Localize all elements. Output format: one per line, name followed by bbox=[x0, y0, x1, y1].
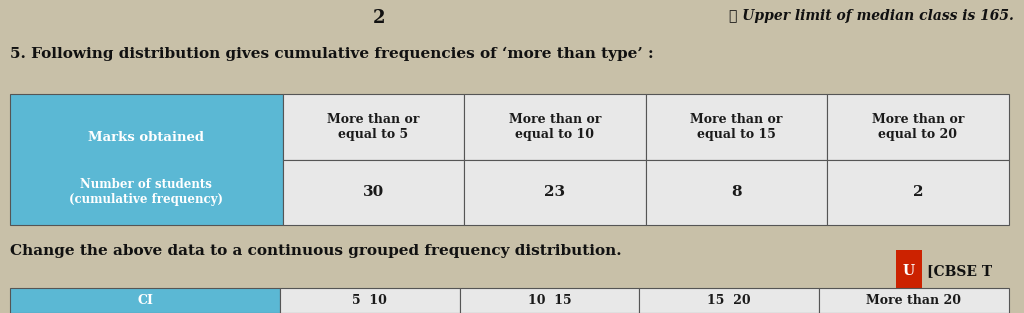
FancyBboxPatch shape bbox=[283, 94, 464, 160]
FancyBboxPatch shape bbox=[896, 250, 922, 291]
Text: Change the above data to a continuous grouped frequency distribution.: Change the above data to a continuous gr… bbox=[10, 244, 622, 258]
FancyBboxPatch shape bbox=[10, 288, 280, 313]
FancyBboxPatch shape bbox=[639, 288, 819, 313]
Text: More than or
equal to 20: More than or equal to 20 bbox=[871, 113, 964, 141]
FancyBboxPatch shape bbox=[464, 160, 645, 225]
Text: 2: 2 bbox=[373, 9, 385, 28]
FancyBboxPatch shape bbox=[464, 94, 645, 160]
Text: 2: 2 bbox=[912, 186, 923, 199]
Text: More than or
equal to 15: More than or equal to 15 bbox=[690, 113, 782, 141]
Text: 30: 30 bbox=[362, 186, 384, 199]
Text: 5  10: 5 10 bbox=[352, 294, 387, 307]
FancyBboxPatch shape bbox=[819, 288, 1009, 313]
Text: 5. Following distribution gives cumulative frequencies of ‘more than type’ :: 5. Following distribution gives cumulati… bbox=[10, 47, 654, 61]
Text: More than or
equal to 10: More than or equal to 10 bbox=[509, 113, 601, 141]
Text: U: U bbox=[903, 264, 914, 278]
Text: More than or
equal to 5: More than or equal to 5 bbox=[327, 113, 420, 141]
Text: CI: CI bbox=[137, 294, 153, 307]
Text: Marks obtained: Marks obtained bbox=[88, 131, 205, 144]
Text: 8: 8 bbox=[731, 186, 741, 199]
Text: ∴ Upper limit of median class is 165.: ∴ Upper limit of median class is 165. bbox=[729, 9, 1014, 23]
FancyBboxPatch shape bbox=[645, 94, 827, 160]
Text: 23: 23 bbox=[545, 186, 565, 199]
FancyBboxPatch shape bbox=[280, 288, 460, 313]
FancyBboxPatch shape bbox=[827, 94, 1009, 160]
FancyBboxPatch shape bbox=[10, 94, 283, 225]
FancyBboxPatch shape bbox=[645, 160, 827, 225]
Text: [CBSE T: [CBSE T bbox=[927, 264, 992, 278]
FancyBboxPatch shape bbox=[827, 160, 1009, 225]
Text: 15  20: 15 20 bbox=[708, 294, 751, 307]
Text: Number of students
(cumulative frequency): Number of students (cumulative frequency… bbox=[70, 178, 223, 207]
FancyBboxPatch shape bbox=[460, 288, 639, 313]
Text: More than 20: More than 20 bbox=[866, 294, 962, 307]
Text: 10  15: 10 15 bbox=[527, 294, 571, 307]
FancyBboxPatch shape bbox=[283, 160, 464, 225]
